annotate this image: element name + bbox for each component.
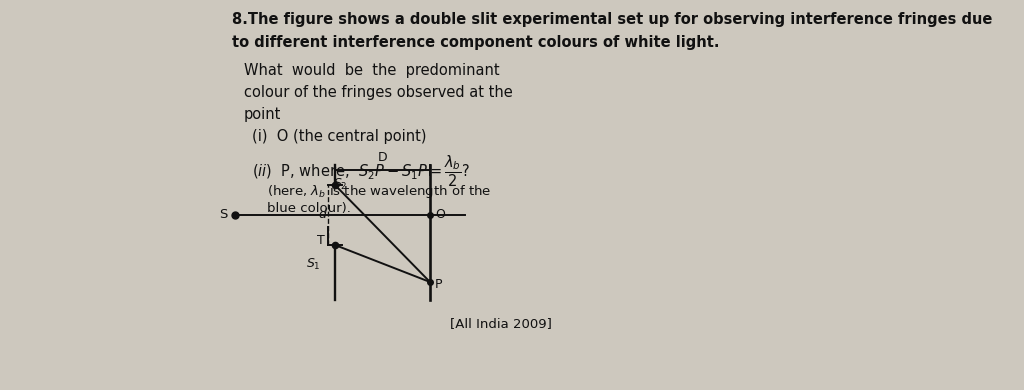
Text: What  would  be  the  predominant: What would be the predominant (244, 63, 500, 78)
Text: S: S (219, 209, 227, 222)
Text: $S_1$: $S_1$ (306, 257, 321, 272)
Text: T: T (317, 234, 325, 248)
Text: point: point (244, 107, 282, 122)
Text: colour of the fringes observed at the: colour of the fringes observed at the (244, 85, 513, 100)
Text: d: d (318, 209, 326, 222)
Text: blue colour).: blue colour). (267, 202, 351, 215)
Text: (here, $\lambda_b$ is the wavelength of the: (here, $\lambda_b$ is the wavelength of … (267, 183, 492, 200)
Text: [All India 2009]: [All India 2009] (450, 317, 552, 330)
Text: P: P (435, 278, 442, 291)
Text: 8.The figure shows a double slit experimental set up for observing interference : 8.The figure shows a double slit experim… (232, 12, 992, 27)
Text: to different interference component colours of white light.: to different interference component colo… (232, 35, 720, 50)
Text: D: D (378, 151, 387, 164)
Text: $(ii)$  P, where,  $S_2P - S_1P = \dfrac{\lambda_b}{2}$?: $(ii)$ P, where, $S_2P - S_1P = \dfrac{\… (252, 154, 470, 189)
Text: O: O (435, 209, 444, 222)
Text: $S_2$: $S_2$ (333, 177, 347, 192)
Text: (i)  O (the central point): (i) O (the central point) (252, 129, 427, 144)
